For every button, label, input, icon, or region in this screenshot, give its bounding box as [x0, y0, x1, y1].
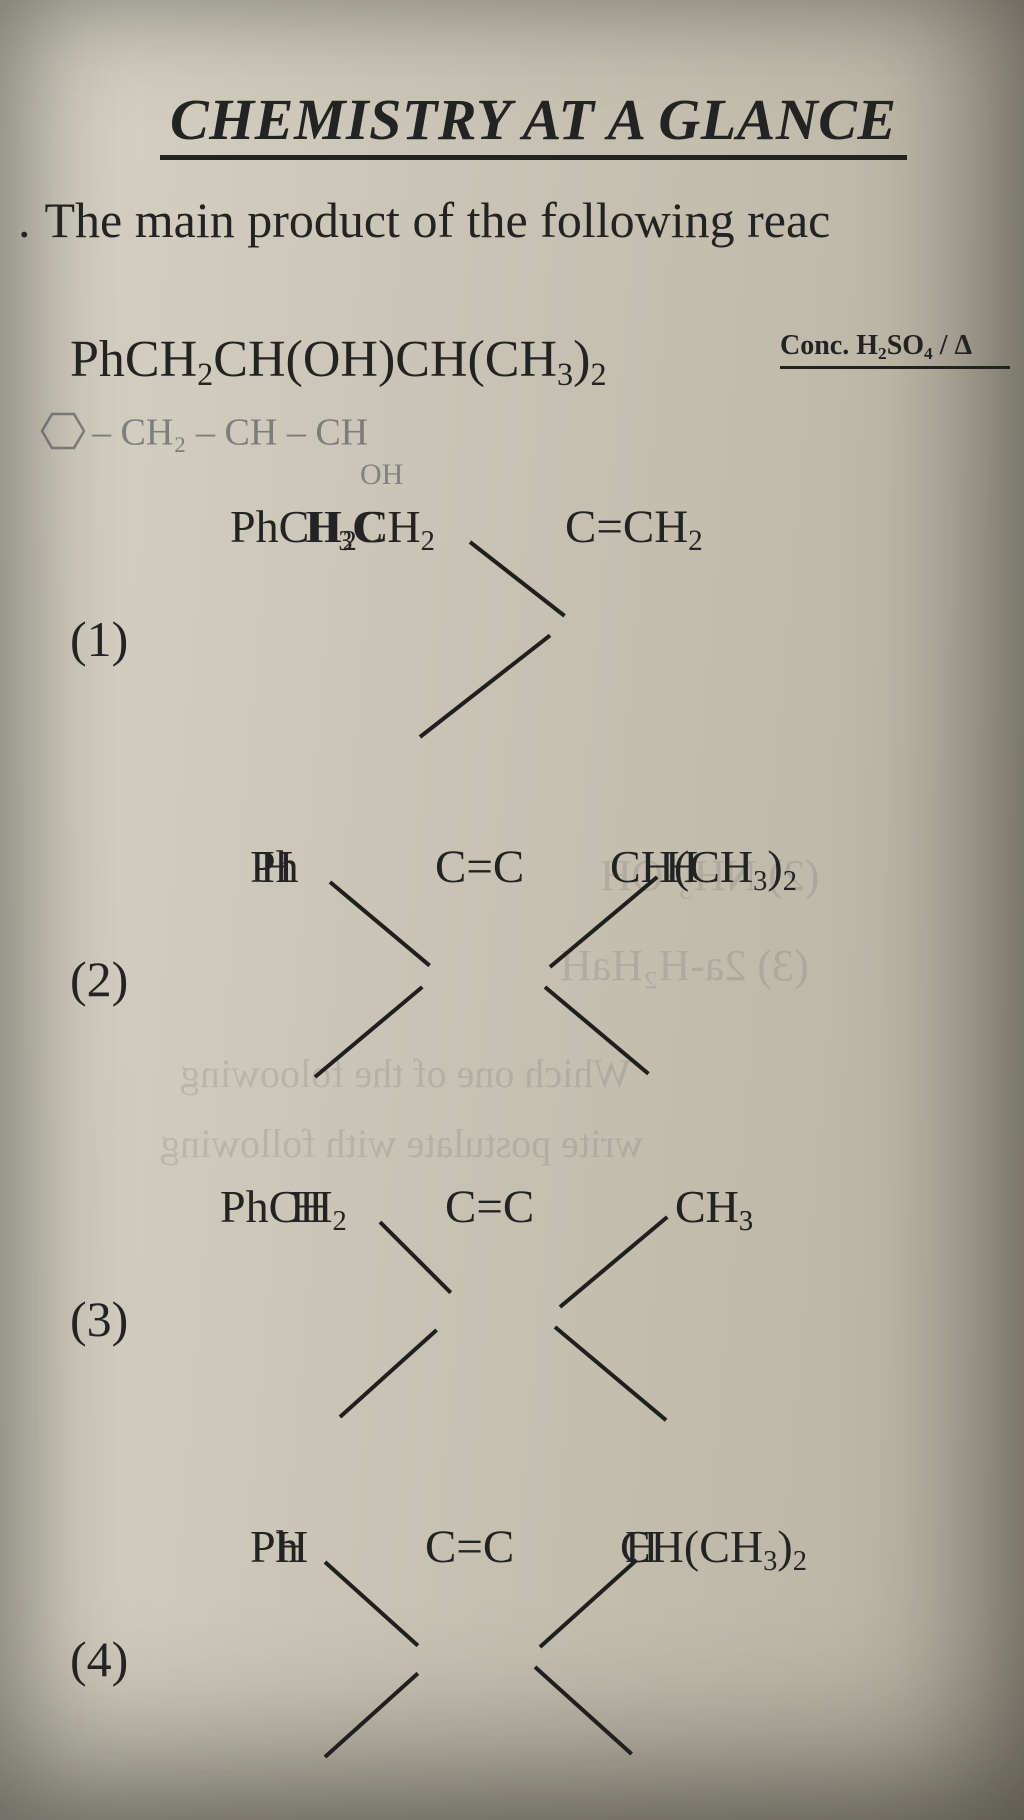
arrow-line	[780, 366, 1010, 369]
bond	[419, 634, 551, 739]
hexagon-icon	[40, 410, 86, 462]
chem-label: C=C	[425, 1520, 514, 1574]
page-title: CHEMISTRY AT A GLANCE	[160, 90, 907, 160]
bond	[544, 985, 650, 1075]
chem-label: H	[290, 1180, 323, 1233]
bond	[549, 875, 659, 968]
bond	[329, 880, 431, 967]
bond	[469, 540, 566, 617]
bond	[534, 1666, 633, 1756]
bond	[324, 1672, 420, 1759]
option-number: (3)	[70, 1290, 128, 1348]
handwriting-line: – CH₂ – CH – CH	[92, 412, 368, 454]
option-number: (2)	[70, 950, 128, 1008]
chem-label: C=CH2	[565, 500, 703, 558]
bond	[554, 1325, 668, 1421]
chem-label: H	[275, 1520, 308, 1573]
ghost-text: write postulate with following	[160, 1120, 643, 1167]
bond	[379, 1221, 453, 1295]
question-stem: .The main product of the following reac	[18, 190, 1014, 250]
option-number: (1)	[70, 610, 128, 668]
chem-label: CH3	[675, 1180, 753, 1238]
option-number: (4)	[70, 1630, 128, 1688]
reaction-arrow: Conc. H2SO4 / Δ	[780, 330, 1020, 369]
bond	[539, 1559, 638, 1649]
chem-label: C=C	[445, 1180, 534, 1234]
header: CHEMISTRY AT A GLANCE	[90, 90, 1024, 160]
question-stem-text: The main product of the following reac	[45, 192, 831, 248]
option-2-structure: Ph H C=C H CH(CH3)2	[220, 840, 920, 1120]
handwriting-oh: OH	[360, 458, 403, 492]
option-1-structure: PhCH2CH2 C=CH2 H3C	[220, 500, 820, 780]
bond	[339, 1329, 438, 1419]
bullet: .	[18, 192, 31, 248]
option-4-structure: Ph CH(CH3)2 C=C H H	[220, 1520, 920, 1800]
chem-label: H3C	[305, 500, 383, 558]
handwriting: – CH₂ – CH – CH	[40, 410, 368, 462]
chem-label: H	[260, 840, 293, 893]
reaction-conditions: Conc. H2SO4 / Δ	[780, 330, 1020, 364]
reactant-formula: PhCH2CH(OH)CH(CH3)2	[70, 330, 607, 393]
bond	[314, 985, 424, 1078]
bond	[324, 1561, 420, 1648]
page: (2) NH₃·OH (3) 2a-H₂HaH Which one of the…	[0, 0, 1024, 1820]
chem-label: C=C	[435, 840, 524, 894]
chem-label: PhCH2	[220, 1180, 347, 1238]
option-3-structure: PhCH2 CH3 C=C H CH3	[220, 1180, 920, 1460]
bond	[559, 1215, 669, 1308]
